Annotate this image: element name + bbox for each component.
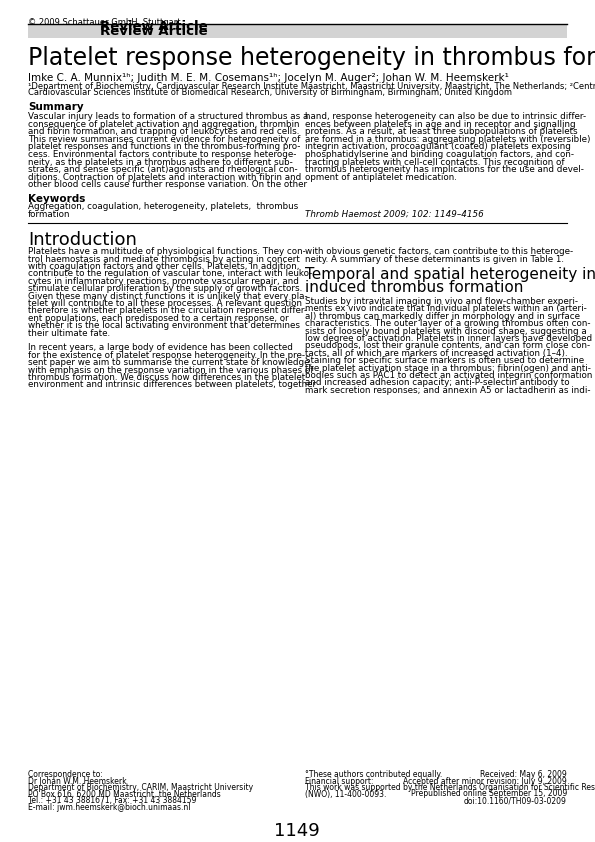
Text: tracting platelets with cell-cell contacts. This recognition of: tracting platelets with cell-cell contac…: [305, 157, 565, 167]
Text: formation: formation: [28, 210, 70, 219]
Text: cytes in inflammatory reactions, promote vascular repair, and: cytes in inflammatory reactions, promote…: [28, 277, 299, 285]
Text: Financial support:: Financial support:: [305, 777, 374, 786]
Text: ¹Department of Biochemistry, Cardiovascular Research Institute Maastricht, Maast: ¹Department of Biochemistry, Cardiovascu…: [28, 82, 595, 91]
Text: with emphasis on the response variation in the various phases of: with emphasis on the response variation …: [28, 365, 314, 375]
Text: strates, and sense specific (ant)agonists and rheological con-: strates, and sense specific (ant)agonist…: [28, 165, 298, 174]
Text: characteristics. The outer layer of a growing thrombus often con-: characteristics. The outer layer of a gr…: [305, 319, 590, 328]
Text: Thromb Haemost 2009; 102: 1149–4156: Thromb Haemost 2009; 102: 1149–4156: [305, 210, 484, 219]
Text: Introduction: Introduction: [28, 232, 137, 249]
Text: Vascular injury leads to formation of a structured thrombus as a: Vascular injury leads to formation of a …: [28, 112, 308, 121]
Text: thrombus formation. We discuss how differences in the platelet: thrombus formation. We discuss how diffe…: [28, 373, 305, 382]
Text: neity. A summary of these determinants is given in Table 1.: neity. A summary of these determinants i…: [305, 254, 564, 264]
Text: neity, as the platelets in a thrombus adhere to different sub-: neity, as the platelets in a thrombus ad…: [28, 157, 293, 167]
Text: Aggregation, coagulation, heterogeneity, platelets,  thrombus: Aggregation, coagulation, heterogeneity,…: [28, 202, 298, 211]
Text: bodies such as PAC1 to detect an activated integrin conformation: bodies such as PAC1 to detect an activat…: [305, 371, 593, 380]
Text: stimulate cellular proliferation by the supply of growth factors.: stimulate cellular proliferation by the …: [28, 285, 302, 293]
Text: tacts, all of which are markers of increased activation (1–4).: tacts, all of which are markers of incre…: [305, 349, 568, 358]
Text: Dr Johan W.M. Heemskerk: Dr Johan W.M. Heemskerk: [28, 776, 127, 786]
Text: proteins. As a result, at least three subpopulations of platelets: proteins. As a result, at least three su…: [305, 127, 578, 136]
Text: phosphatidylserine and binding coagulation factors, and con-: phosphatidylserine and binding coagulati…: [305, 150, 574, 159]
Text: Review Article: Review Article: [100, 20, 208, 34]
Text: induced thrombus formation: induced thrombus formation: [305, 280, 524, 295]
Text: their ultimate fate.: their ultimate fate.: [28, 328, 110, 338]
Text: Received: May 6, 2009: Received: May 6, 2009: [480, 770, 567, 779]
Text: This work was supported by the Netherlands Organisation for Scientific Research: This work was supported by the Netherlan…: [305, 784, 595, 792]
Text: Platelet response heterogeneity in thrombus formation: Platelet response heterogeneity in throm…: [28, 46, 595, 70]
Text: This review summarises current evidence for heterogeneity of: This review summarises current evidence …: [28, 135, 300, 144]
Text: (NWO), 11-400-0093.: (NWO), 11-400-0093.: [305, 790, 386, 799]
Text: ditions. Contraction of platelets and interaction with fibrin and: ditions. Contraction of platelets and in…: [28, 173, 301, 182]
Text: for the existence of platelet response heterogeneity. In the pre-: for the existence of platelet response h…: [28, 351, 305, 360]
Text: environment and intrinsic differences between platelets, together: environment and intrinsic differences be…: [28, 381, 316, 389]
Text: Summary: Summary: [28, 102, 84, 112]
Text: and increased adhesion capacity; anti-P-selectin antibody to: and increased adhesion capacity; anti-P-…: [305, 378, 569, 387]
Text: ences between platelets in age and in receptor and signalling: ences between platelets in age and in re…: [305, 120, 575, 129]
Text: In recent years, a large body of evidence has been collected: In recent years, a large body of evidenc…: [28, 344, 293, 353]
Text: ments ex vivo indicate that individual platelets within an (arteri-: ments ex vivo indicate that individual p…: [305, 305, 587, 313]
Text: sists of loosely bound platelets with discoid shape, suggesting a: sists of loosely bound platelets with di…: [305, 327, 587, 336]
Text: telet will contribute to all these processes. A relevant question: telet will contribute to all these proce…: [28, 299, 302, 308]
Text: Tel.: +31 43 3881671, Fax: +31 43 3884159: Tel.: +31 43 3881671, Fax: +31 43 388415…: [28, 796, 196, 805]
Text: Correspondence to:: Correspondence to:: [28, 770, 103, 779]
Text: integrin activation, procoagulant (coated) platelets exposing: integrin activation, procoagulant (coate…: [305, 142, 571, 152]
Text: Given these many distinct functions it is unlikely that every pla-: Given these many distinct functions it i…: [28, 291, 308, 301]
FancyBboxPatch shape: [28, 25, 567, 38]
Text: hand, response heterogeneity can also be due to intrinsic differ-: hand, response heterogeneity can also be…: [305, 112, 586, 121]
Text: Accepted after minor revision: July 9, 2009: Accepted after minor revision: July 9, 2…: [403, 776, 567, 786]
Text: Department of Biochemistry, CARIM, Maastricht University: Department of Biochemistry, CARIM, Maast…: [28, 783, 253, 792]
Text: therefore is whether platelets in the circulation represent differ-: therefore is whether platelets in the ci…: [28, 306, 307, 316]
Text: other blood cells cause further response variation. On the other: other blood cells cause further response…: [28, 180, 307, 189]
Text: Imke C. A. Munnix¹ʰ; Judith M. E. M. Cosemans¹ʰ; Jocelyn M. Auger²; Johan W. M. : Imke C. A. Munnix¹ʰ; Judith M. E. M. Cos…: [28, 73, 509, 83]
Text: Review Article: Review Article: [100, 25, 208, 38]
Text: Platelets have a multitude of physiological functions. They con-: Platelets have a multitude of physiologi…: [28, 248, 306, 256]
Text: Staining for specific surface markers is often used to determine: Staining for specific surface markers is…: [305, 356, 584, 365]
Text: trol haemostasis and mediate thrombosis by acting in concert: trol haemostasis and mediate thrombosis …: [28, 254, 300, 264]
Text: PO Box 616, 6200 MD Maastricht, the Netherlands: PO Box 616, 6200 MD Maastricht, the Neth…: [28, 790, 221, 798]
Text: 1149: 1149: [274, 822, 320, 840]
Text: whether it is the local activating environment that determines: whether it is the local activating envir…: [28, 321, 300, 330]
Text: E-mail: jwm.heemskerk@bioch.unimaas.nl: E-mail: jwm.heemskerk@bioch.unimaas.nl: [28, 802, 190, 812]
Text: ent populations, each predisposed to a certain response, or: ent populations, each predisposed to a c…: [28, 314, 289, 322]
Text: sent paper we aim to summarise the current state of knowledge,: sent paper we aim to summarise the curre…: [28, 358, 312, 367]
Text: °These authors contributed equally.: °These authors contributed equally.: [305, 770, 442, 779]
Text: contribute to the regulation of vascular tone, interact with leuko-: contribute to the regulation of vascular…: [28, 269, 312, 279]
Text: mark secretion responses; and annexin A5 or lactadherin as indi-: mark secretion responses; and annexin A5…: [305, 386, 590, 395]
Text: opment of antiplatelet medication.: opment of antiplatelet medication.: [305, 173, 457, 182]
Text: with obvious genetic factors, can contribute to this heteroge-: with obvious genetic factors, can contri…: [305, 248, 573, 256]
Text: Cardiovascular Sciences Institute of Biomedical Research, University of Birmingh: Cardiovascular Sciences Institute of Bio…: [28, 88, 512, 97]
Text: are formed in a thrombus: aggregating platelets with (reversible): are formed in a thrombus: aggregating pl…: [305, 135, 590, 144]
Text: with coagulation factors and other cells. Platelets, in addition,: with coagulation factors and other cells…: [28, 262, 299, 271]
Text: doi:10.1160/TH09-03-0209: doi:10.1160/TH09-03-0209: [464, 796, 567, 805]
Text: Studies by intravital imaging in vivo and flow-chamber experi-: Studies by intravital imaging in vivo an…: [305, 297, 578, 306]
Text: the platelet activation stage in a thrombus: fibrin(ogen) and anti-: the platelet activation stage in a throm…: [305, 364, 591, 373]
Text: cess. Environmental factors contribute to response heteroge-: cess. Environmental factors contribute t…: [28, 150, 296, 159]
Text: and fibrin formation, and trapping of leukocytes and red cells.: and fibrin formation, and trapping of le…: [28, 127, 299, 136]
Text: Temporal and spatial heterogeneity in flow-: Temporal and spatial heterogeneity in fl…: [305, 267, 595, 282]
Text: thrombus heterogeneity has implications for the use and devel-: thrombus heterogeneity has implications …: [305, 165, 584, 174]
Text: pseudopods, lost their granule contents, and can form close con-: pseudopods, lost their granule contents,…: [305, 341, 590, 350]
Text: consequence of platelet activation and aggregation, thrombin: consequence of platelet activation and a…: [28, 120, 299, 129]
Text: Keywords: Keywords: [28, 194, 85, 204]
Text: Prepublished online September 15, 2009: Prepublished online September 15, 2009: [411, 790, 567, 798]
Text: © 2009 Schattauer GmbH, Stuttgart: © 2009 Schattauer GmbH, Stuttgart: [28, 18, 180, 27]
Text: platelet responses and functions in the thrombus-forming pro-: platelet responses and functions in the …: [28, 142, 300, 152]
Text: al) thrombus can markedly differ in morphology and in surface: al) thrombus can markedly differ in morp…: [305, 312, 580, 321]
Text: low degree of activation. Platelets in inner layers have developed: low degree of activation. Platelets in i…: [305, 334, 592, 343]
